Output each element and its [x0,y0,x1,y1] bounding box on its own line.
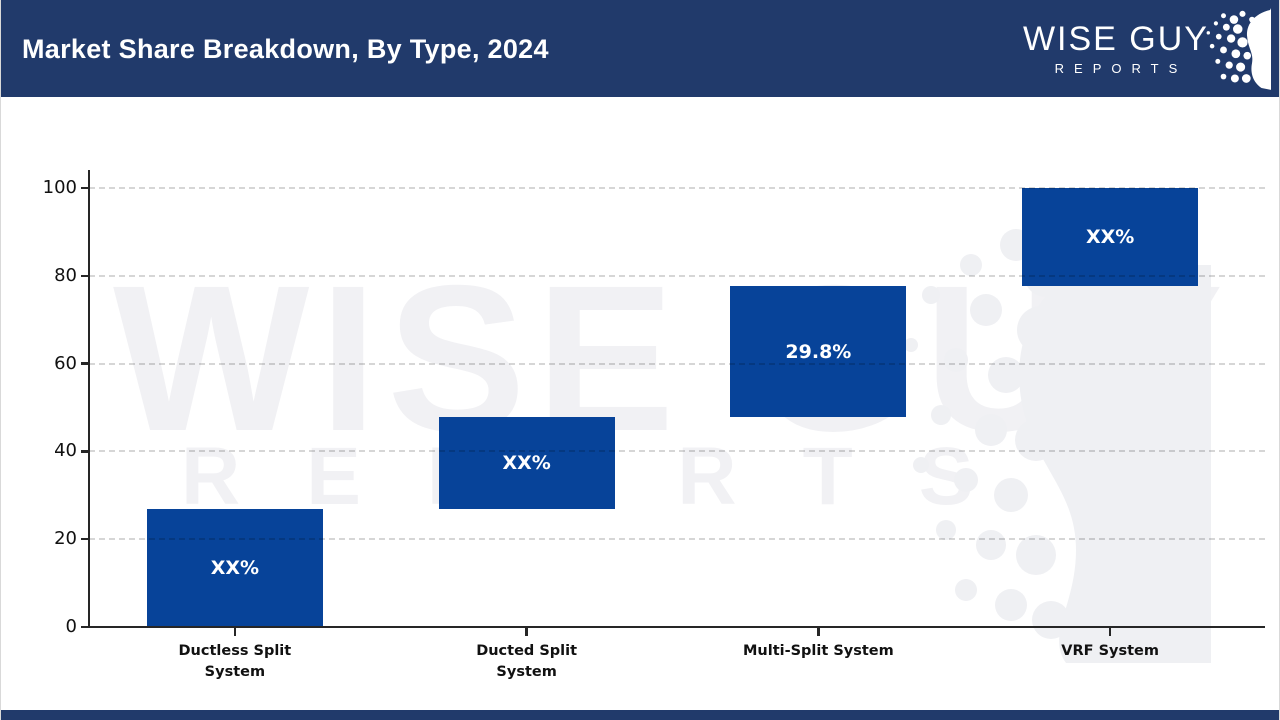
y-tick-mark-0 [81,625,89,629]
category-label-ductless-split-system: Ductless Split System [105,641,365,683]
category-label-line: Multi-Split System [742,643,894,659]
category-label-line: System [496,664,557,681]
y-tick-label-80: 80 [54,264,77,286]
footer-band [1,710,1279,720]
category-label-multi-split-system: Multi-Split System [688,641,948,662]
chart-title: Market Share Breakdown, By Type, 2024 [22,34,549,64]
y-tick-label-100: 100 [42,177,77,198]
bar-multi-split-system: 29.8% [730,286,907,418]
x-tick-mark-0 [233,627,237,636]
gridline-60 [89,362,1265,365]
wise-guy-reports-logo: WISE GUY REPORTS [1023,4,1271,94]
y-axis-line [87,170,91,628]
category-label-line: Ductless Split [178,643,292,659]
y-tick-mark-100 [81,186,89,190]
logo-text: WISE GUY REPORTS [1023,22,1209,76]
bar-ductless-split-system: XX% [146,508,323,627]
y-tick-mark-40 [81,450,89,453]
logo-subtitle: REPORTS [1054,61,1188,76]
gridline-20 [89,538,1265,541]
category-label-line: Ducted Split [476,643,578,659]
gridline-100 [89,187,1265,189]
y-tick-mark-20 [81,537,89,541]
category-label-line: System [204,664,266,681]
bar-value-label: XX% [502,452,551,475]
gridline-40 [89,450,1265,453]
y-tick-mark-80 [81,274,89,278]
bar-value-label: 29.8% [785,340,852,363]
x-tick-mark-3 [1108,627,1112,636]
logo-wordmark: WISE GUY [1022,20,1209,58]
category-label-line: VRF System [1061,643,1159,659]
category-label-ducted-split-system: Ducted Split System [397,641,657,683]
y-tick-mark-60 [81,362,89,365]
x-tick-mark-1 [525,627,528,636]
bar-ducted-split-system: XX% [438,417,615,509]
bar-vrf-system: XX% [1022,188,1199,287]
header-band: Market Share Breakdown, By Type, 2024 WI… [1,0,1279,97]
dotted-face-icon [1206,8,1271,90]
y-tick-label-20: 20 [54,528,77,550]
bar-value-label: XX% [1085,226,1135,249]
y-tick-label-40: 40 [54,440,77,462]
x-tick-mark-2 [817,627,820,636]
bar-value-label: XX% [210,556,260,579]
gridline-80 [89,274,1265,277]
y-tick-label-0: 0 [65,616,77,637]
x-axis-line [89,625,1265,629]
category-label-vrf-system: VRF System [980,641,1240,662]
y-tick-label-60: 60 [54,352,77,374]
